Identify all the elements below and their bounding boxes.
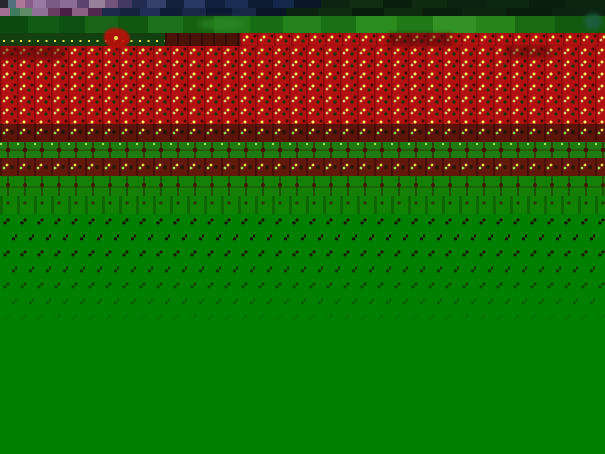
glitch-block <box>422 8 462 16</box>
glitch-block <box>506 8 552 16</box>
glitch-block <box>555 16 605 33</box>
glitch-block <box>321 16 356 33</box>
glitch-block <box>20 8 32 16</box>
glitch-block <box>0 16 29 33</box>
glitch-block <box>321 0 351 8</box>
glitch-block <box>148 16 184 33</box>
glitch-block <box>485 0 529 8</box>
glitch-block <box>383 0 413 8</box>
mixed-strip <box>0 33 605 46</box>
glitch-block <box>117 16 149 33</box>
glitch-block <box>46 0 61 8</box>
glitch-block <box>140 8 160 16</box>
maroon-strip <box>165 33 240 46</box>
green-cross-band-2 <box>0 176 605 196</box>
glitch-block <box>412 0 448 8</box>
glitch-block <box>48 8 60 16</box>
solid-green-field <box>0 346 605 454</box>
glitch-block <box>565 0 605 8</box>
glitch-block <box>15 0 26 8</box>
glitch-block <box>32 8 48 16</box>
glitch-block <box>250 16 283 33</box>
glitch-block <box>183 0 206 8</box>
glitch-block <box>224 0 248 8</box>
glitch-block <box>28 16 59 33</box>
glitch-block <box>552 8 605 16</box>
glitch-block <box>10 8 20 16</box>
glitch-block <box>160 8 182 16</box>
glitch-block <box>286 8 318 16</box>
green-cross-band-1 <box>0 142 605 158</box>
glitch-block <box>58 16 86 33</box>
glitch-block <box>102 8 120 16</box>
glitch-block <box>0 8 10 16</box>
green-block-row <box>0 16 605 33</box>
glitch-block <box>232 8 256 16</box>
glitch-block <box>282 16 322 33</box>
glitch-block <box>352 8 384 16</box>
red-strip-start <box>240 33 605 46</box>
glitch-block <box>85 16 118 33</box>
glitch-block <box>205 0 225 8</box>
glitch-block <box>7 0 16 8</box>
noise-row-2 <box>0 8 605 16</box>
glitch-block <box>131 0 148 8</box>
glitch-block <box>118 0 132 8</box>
glitch-block <box>528 0 566 8</box>
glitch-block <box>475 16 515 33</box>
glitch-block <box>355 16 397 33</box>
glitch-block <box>182 8 206 16</box>
glitch-block <box>166 0 184 8</box>
glitch-block <box>447 0 486 8</box>
dot-fade-overlay <box>0 248 605 346</box>
glitch-block <box>60 8 72 16</box>
glitch-block <box>213 16 251 33</box>
green-dot-strip <box>0 33 165 46</box>
glitch-block <box>60 0 78 8</box>
glitch-block <box>462 8 506 16</box>
glitch-block <box>88 8 102 16</box>
glitch-block <box>318 8 352 16</box>
glitch-block <box>433 16 476 33</box>
glitch-block <box>272 0 295 8</box>
red-halftone-band <box>0 46 605 124</box>
glitch-block <box>183 16 214 33</box>
glitch-block <box>32 0 47 8</box>
glitch-block <box>396 16 434 33</box>
glitch-block <box>147 0 167 8</box>
glitch-block <box>294 0 322 8</box>
noise-row-1 <box>0 0 605 8</box>
glitch-block <box>514 16 556 33</box>
glitch-block <box>77 0 90 8</box>
glitch-block <box>350 0 384 8</box>
glitch-block <box>25 0 33 8</box>
green-mottled-band <box>0 196 605 214</box>
glitch-block <box>0 0 8 8</box>
glitch-block <box>206 8 232 16</box>
glitch-block <box>247 0 273 8</box>
glitch-block <box>72 8 88 16</box>
maroon-dot-band-1 <box>0 124 605 142</box>
glitch-block <box>384 8 422 16</box>
glitch-block <box>120 8 140 16</box>
maroon-dot-band-2 <box>0 158 605 176</box>
glitch-block <box>256 8 286 16</box>
glitch-block <box>89 0 105 8</box>
glitch-block <box>104 0 119 8</box>
